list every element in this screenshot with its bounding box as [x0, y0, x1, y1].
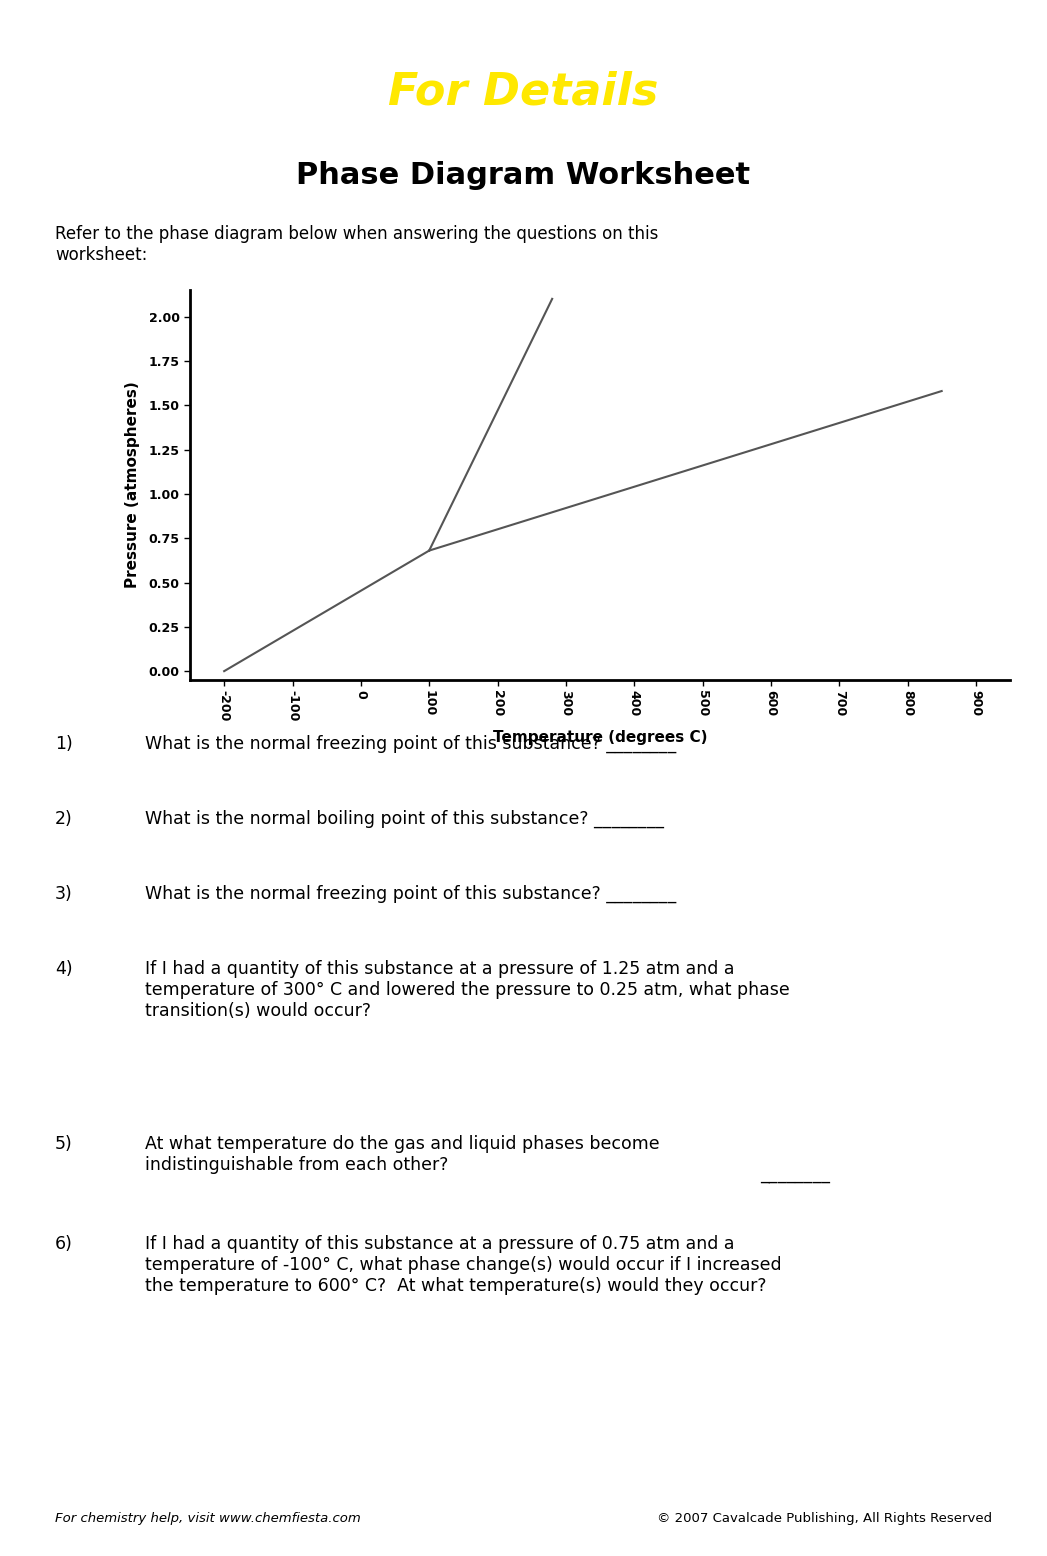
- Text: For chemistry help, visit www.chemfiesta.com: For chemistry help, visit www.chemfiesta…: [55, 1512, 361, 1525]
- Text: If I had a quantity of this substance at a pressure of 1.25 atm and a
temperatur: If I had a quantity of this substance at…: [144, 960, 789, 1019]
- Text: CLICK HERE: CLICK HERE: [473, 34, 574, 50]
- Text: 2): 2): [55, 811, 72, 828]
- Text: What is the normal freezing point of this substance? ________: What is the normal freezing point of thi…: [144, 734, 676, 753]
- Text: For Details: For Details: [388, 72, 659, 114]
- Text: ________: ________: [760, 1165, 830, 1183]
- Text: 1): 1): [55, 734, 72, 753]
- Text: At what temperature do the gas and liquid phases become
indistinguishable from e: At what temperature do the gas and liqui…: [144, 1134, 660, 1173]
- Text: Phase Diagram Worksheet: Phase Diagram Worksheet: [296, 160, 751, 190]
- Text: If I had a quantity of this substance at a pressure of 0.75 atm and a
temperatur: If I had a quantity of this substance at…: [144, 1235, 782, 1295]
- Text: 5): 5): [55, 1134, 72, 1153]
- Text: What is the normal freezing point of this substance? ________: What is the normal freezing point of thi…: [144, 885, 676, 904]
- Text: What is the normal boiling point of this substance? ________: What is the normal boiling point of this…: [144, 811, 664, 828]
- X-axis label: Temperature (degrees C): Temperature (degrees C): [493, 730, 708, 745]
- Text: Refer to the phase diagram below when answering the questions on this
worksheet:: Refer to the phase diagram below when an…: [55, 226, 659, 265]
- Y-axis label: Pressure (atmospheres): Pressure (atmospheres): [126, 381, 140, 588]
- Text: 4): 4): [55, 960, 72, 979]
- Text: © 2007 Cavalcade Publishing, All Rights Reserved: © 2007 Cavalcade Publishing, All Rights …: [656, 1512, 992, 1525]
- Text: 6): 6): [55, 1235, 73, 1253]
- Text: 3): 3): [55, 885, 72, 902]
